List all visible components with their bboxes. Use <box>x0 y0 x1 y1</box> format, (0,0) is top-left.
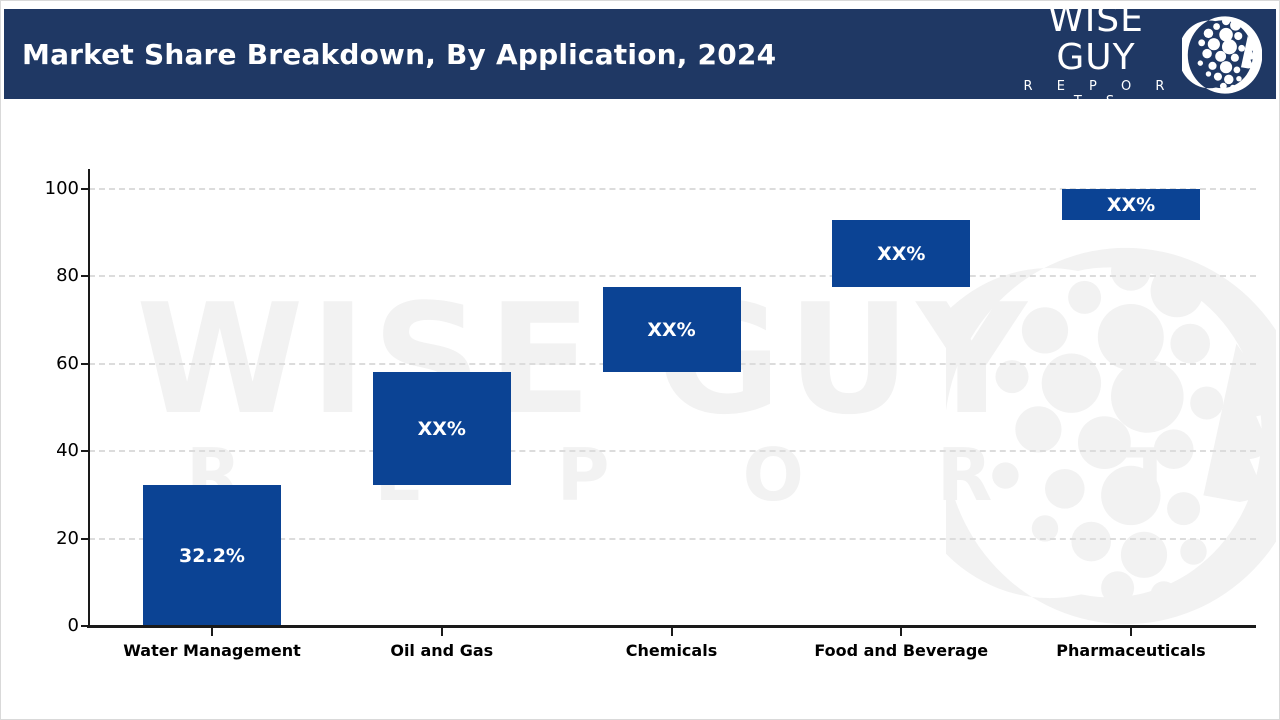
ytick-mark-60 <box>81 362 89 365</box>
bar-value-label: XX% <box>647 318 696 341</box>
header-bar: Market Share Breakdown, By Application, … <box>4 1 1276 109</box>
xtick-label-2: Chemicals <box>625 641 718 660</box>
bar-water-management: 32.2% <box>143 485 281 626</box>
xtick-label-1: Oil and Gas <box>390 641 494 660</box>
gridline-y80 <box>89 275 1256 278</box>
brand-logo-text: WISE GUY R E P O R T S <box>1012 1 1180 109</box>
y-axis <box>88 169 90 628</box>
brand-name: WISE GUY <box>1048 0 1144 78</box>
gridline-y40 <box>89 450 1256 453</box>
bar-value-label: XX% <box>417 417 466 440</box>
xtick-mark-2 <box>670 628 673 636</box>
ytick-mark-80 <box>81 275 89 278</box>
ytick-label-20: 20 <box>56 527 79 549</box>
xtick-mark-3 <box>900 628 903 636</box>
brand-head-icon <box>1182 16 1262 94</box>
ytick-label-60: 60 <box>56 352 79 374</box>
ytick-label-40: 40 <box>56 440 79 462</box>
ytick-mark-20 <box>81 537 89 540</box>
ytick-label-100: 100 <box>44 178 79 199</box>
bar-value-label: 32.2% <box>179 544 245 567</box>
xtick-label-0: Water Management <box>123 641 301 660</box>
ytick-label-0: 0 <box>67 615 79 636</box>
ytick-mark-100 <box>81 188 89 190</box>
gridline-y20 <box>89 537 1256 540</box>
ytick-mark-0 <box>81 625 89 627</box>
watermark-text-wiseguy: WISE GUY <box>136 271 1033 448</box>
bar-pharmaceuticals: XX% <box>1062 189 1200 221</box>
bar-value-label: XX% <box>1106 193 1156 216</box>
bar-food-and-beverage: XX% <box>832 220 971 288</box>
xtick-mark-4 <box>1130 628 1132 636</box>
xtick-mark-0 <box>211 628 213 636</box>
gridline-y100 <box>89 188 1256 190</box>
watermark-head-icon <box>946 247 1276 625</box>
brand-logo: WISE GUY R E P O R T S <box>1012 1 1262 109</box>
bar-chemicals: XX% <box>602 287 741 373</box>
xtick-label-4: Pharmaceuticals <box>1056 641 1206 660</box>
bar-value-label: XX% <box>877 242 926 265</box>
page-title: Market Share Breakdown, By Application, … <box>22 37 777 71</box>
brand-subname: R E P O R T S <box>1023 78 1175 109</box>
xtick-mark-1 <box>440 628 443 636</box>
xtick-label-3: Food and Beverage <box>814 641 989 660</box>
ytick-label-80: 80 <box>56 265 79 287</box>
bar-oil-and-gas: XX% <box>372 372 511 486</box>
ytick-mark-40 <box>81 450 89 453</box>
x-axis <box>87 625 1256 628</box>
